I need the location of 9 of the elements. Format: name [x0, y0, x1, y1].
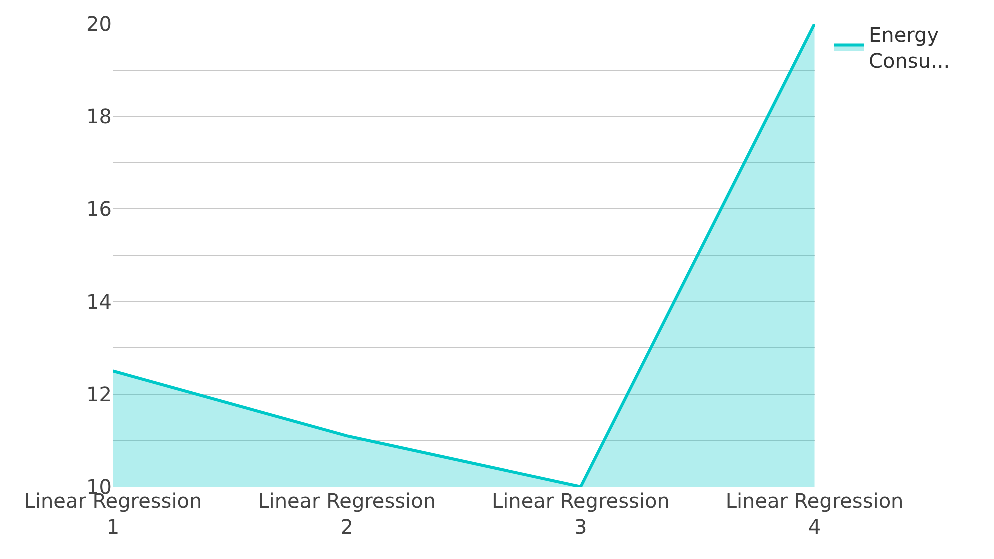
x-tick-label: Linear Regression 3: [492, 489, 670, 539]
x-tick-label: Linear Regression 4: [726, 489, 904, 539]
y-tick-label: 16: [86, 197, 112, 222]
y-tick-label: 18: [86, 104, 112, 129]
legend-label: Energy Consu...: [869, 23, 950, 74]
x-tick-label: Linear Regression 2: [258, 489, 436, 539]
y-tick-label: 20: [86, 12, 112, 36]
y-tick-label: 12: [86, 382, 112, 406]
y-tick-label: 14: [86, 290, 112, 314]
